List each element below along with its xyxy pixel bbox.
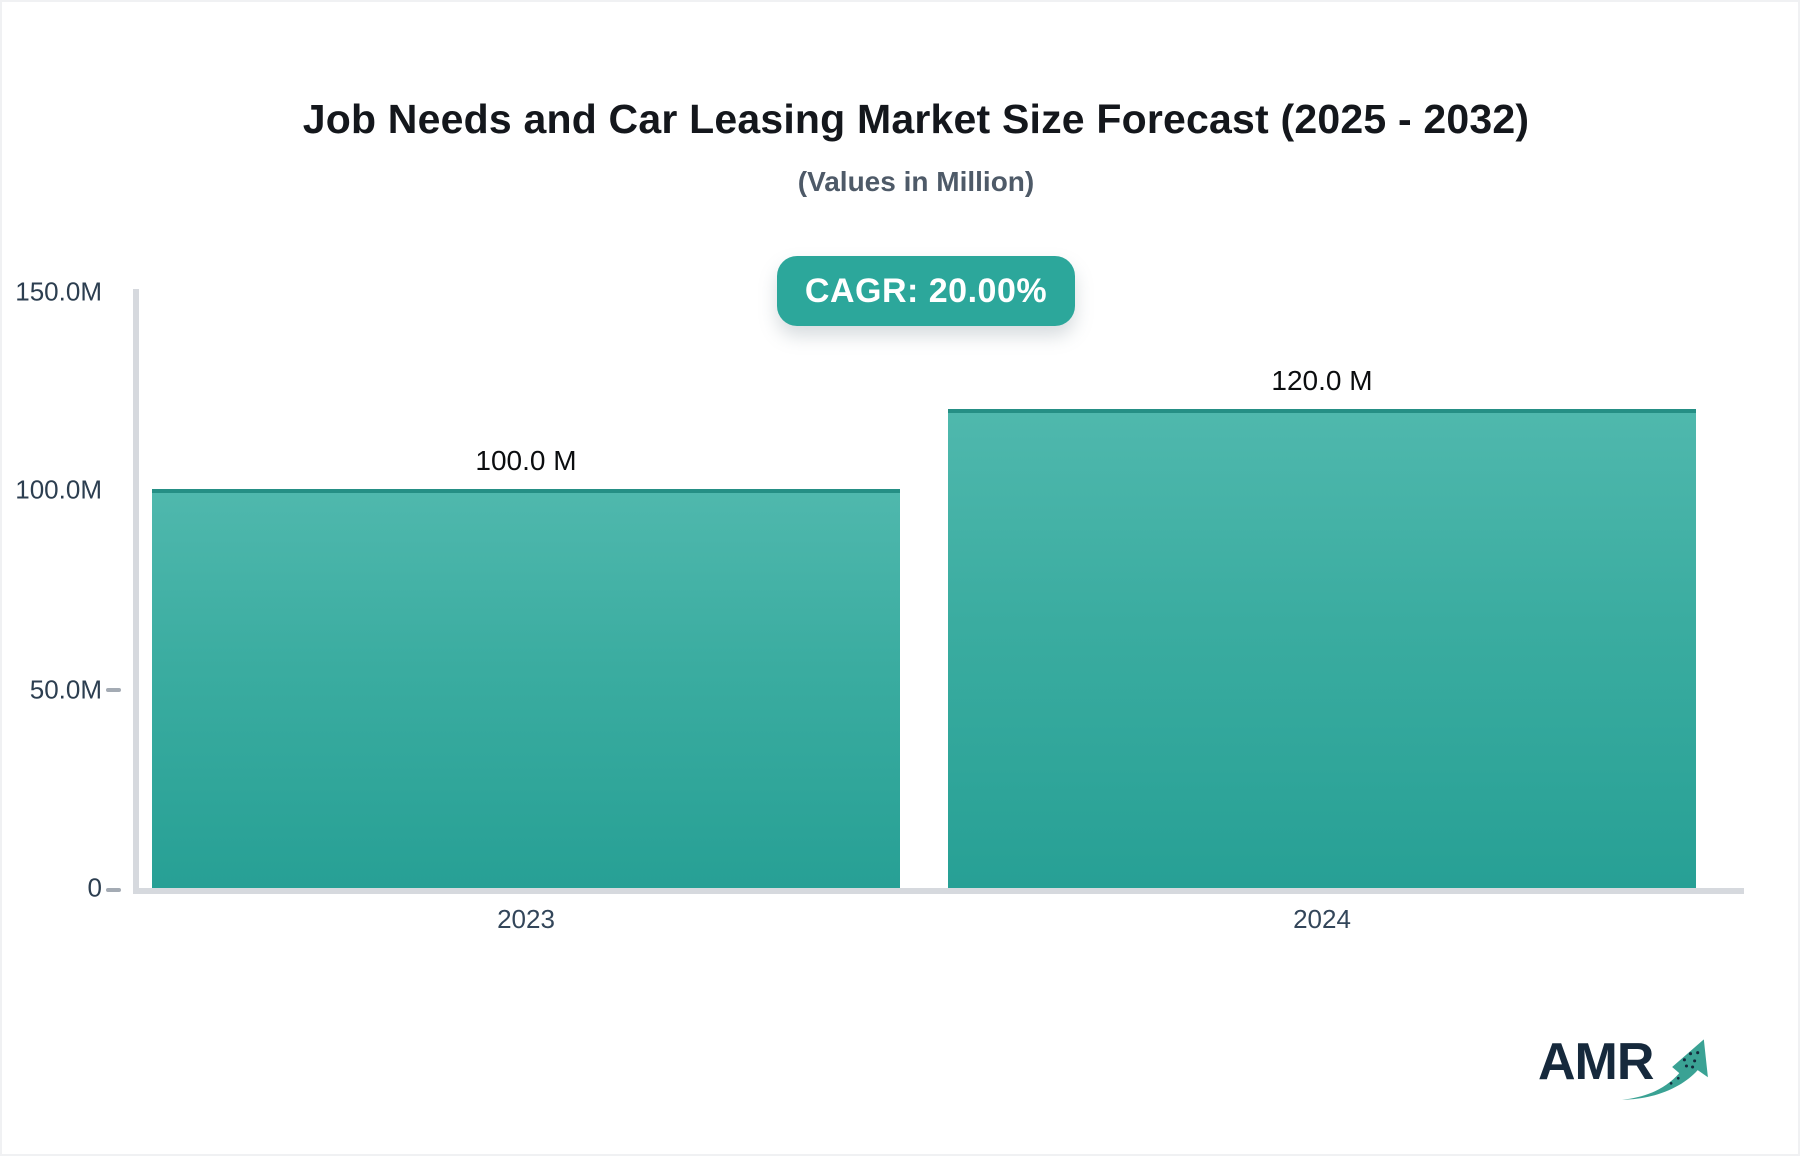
amr-logo: AMR	[1538, 1032, 1718, 1122]
bar-value-label-2023: 100.0 M	[475, 445, 577, 476]
x-axis-label-2024: 2024	[1293, 904, 1351, 934]
y-tick-label-0: 0	[87, 872, 102, 903]
bar-value-label-2024: 120.0 M	[1271, 365, 1373, 396]
chart-title: Job Needs and Car Leasing Market Size Fo…	[302, 96, 1530, 142]
cagr-badge-label: CAGR: 20.00%	[804, 271, 1048, 310]
y-tick-label-100: 100.0M	[15, 474, 102, 505]
bar-2024[interactable]	[948, 409, 1696, 888]
bar-column-2023: 100.0 M	[152, 289, 900, 888]
cagr-badge: CAGR: 20.00%	[777, 256, 1075, 326]
logo-text: AMR	[1538, 1033, 1654, 1091]
y-tick-label-150: 150.0M	[15, 276, 102, 307]
y-tick-label-50: 50.0M	[29, 674, 102, 705]
y-tick-mark-50	[106, 688, 121, 692]
plot-area: 100.0 M 120.0 M	[136, 289, 1744, 888]
growth-arrow-icon	[1620, 1032, 1712, 1102]
y-axis-line	[133, 289, 139, 894]
chart-subtitle: (Values in Million)	[797, 166, 1035, 197]
bar-2023[interactable]	[152, 489, 900, 888]
y-tick-mark-0	[106, 888, 121, 892]
x-axis-label-2023: 2023	[497, 904, 555, 934]
bar-column-2024: 120.0 M	[948, 289, 1696, 888]
x-axis-line	[133, 888, 1744, 894]
